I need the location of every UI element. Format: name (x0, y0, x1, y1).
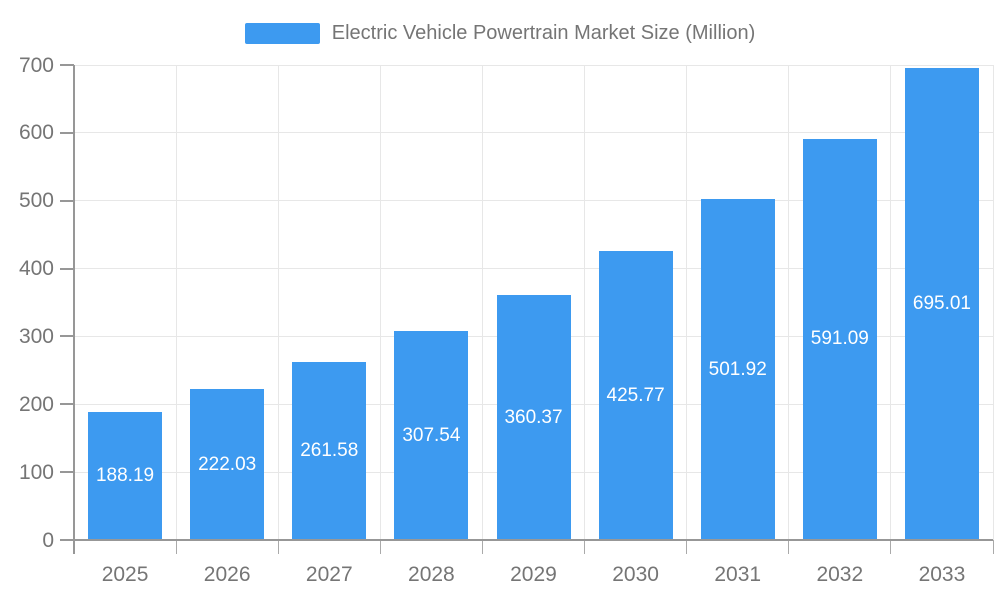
bar-value-label: 188.19 (95, 465, 155, 487)
legend-label: Electric Vehicle Powertrain Market Size … (331, 22, 756, 44)
gridline-horizontal (74, 200, 993, 202)
gridline-vertical (584, 65, 586, 540)
y-axis-tick-mark (60, 131, 74, 134)
x-axis-line (73, 539, 993, 541)
x-axis-tick-label: 2032 (816, 563, 864, 586)
y-axis-tick-label: 400 (18, 257, 54, 281)
bar-value-label: 307.54 (402, 424, 461, 446)
x-axis-tick-mark (481, 540, 483, 554)
bar-value-label: 261.58 (300, 440, 359, 462)
bar (88, 412, 163, 539)
bar-value-label: 360.37 (504, 406, 563, 428)
x-axis-tick-label: 2033 (918, 563, 966, 586)
x-axis-tick-mark (890, 540, 892, 554)
y-axis-tick-label: 700 (18, 53, 54, 77)
x-axis-tick-mark (992, 540, 994, 554)
bar-value-label: 695.01 (912, 293, 971, 315)
x-axis-tick-mark (686, 540, 688, 554)
y-axis-tick-mark (60, 403, 74, 406)
bar-value-label: 425.77 (606, 384, 665, 406)
gridline-vertical (992, 65, 994, 540)
x-axis-tick-mark (379, 540, 381, 554)
bar (190, 389, 265, 539)
x-axis-tick-label: 2028 (408, 563, 455, 586)
y-axis-tick-label: 100 (18, 460, 54, 484)
gridline-vertical (175, 65, 177, 540)
gridline-vertical (686, 65, 688, 540)
bar (394, 331, 469, 539)
x-axis-tick-label: 2027 (305, 563, 353, 586)
x-axis-tick-mark (584, 540, 586, 554)
bar (598, 251, 673, 539)
bar-value-label: 591.09 (810, 328, 869, 350)
y-axis-tick-label: 200 (18, 392, 54, 416)
gridline-vertical (788, 65, 790, 540)
y-axis-tick-mark (60, 539, 74, 541)
y-axis-tick-mark (60, 267, 74, 270)
y-axis-tick-label: 500 (18, 189, 54, 213)
y-axis-tick-mark (60, 471, 74, 474)
bar (802, 138, 877, 539)
bar (700, 199, 775, 539)
bar (292, 362, 367, 539)
bar (904, 68, 979, 539)
x-axis-tick-mark (175, 540, 177, 554)
y-axis-tick-label: 0 (42, 528, 54, 552)
y-axis-line (73, 65, 75, 554)
x-axis-tick-label: 2031 (714, 563, 762, 586)
x-axis-tick-label: 2029 (510, 563, 557, 586)
bar-value-label: 501.92 (708, 358, 767, 380)
x-axis-tick-mark (788, 540, 790, 554)
y-axis-tick-label: 300 (18, 324, 54, 348)
gridline-vertical (379, 65, 381, 540)
gridline-horizontal (74, 132, 993, 134)
legend[interactable]: Electric Vehicle Powertrain Market Size … (0, 22, 1000, 45)
x-axis-tick-label: 2025 (101, 563, 149, 586)
bar-value-label: 222.03 (198, 453, 257, 475)
legend-swatch (244, 23, 320, 44)
gridline-vertical (277, 65, 279, 540)
gridline-vertical (890, 65, 892, 540)
x-axis-tick-label: 2026 (203, 563, 251, 586)
gridline-vertical (481, 65, 483, 540)
y-axis-tick-label: 600 (18, 121, 54, 145)
x-axis-tick-label: 2030 (612, 563, 659, 586)
y-axis-tick-mark (60, 64, 74, 66)
gridline-horizontal (74, 268, 993, 270)
gridline-horizontal (74, 64, 993, 66)
y-axis-tick-mark (60, 199, 74, 202)
x-axis-tick-mark (277, 540, 279, 554)
y-axis-tick-mark (60, 335, 74, 338)
bar (496, 295, 571, 539)
